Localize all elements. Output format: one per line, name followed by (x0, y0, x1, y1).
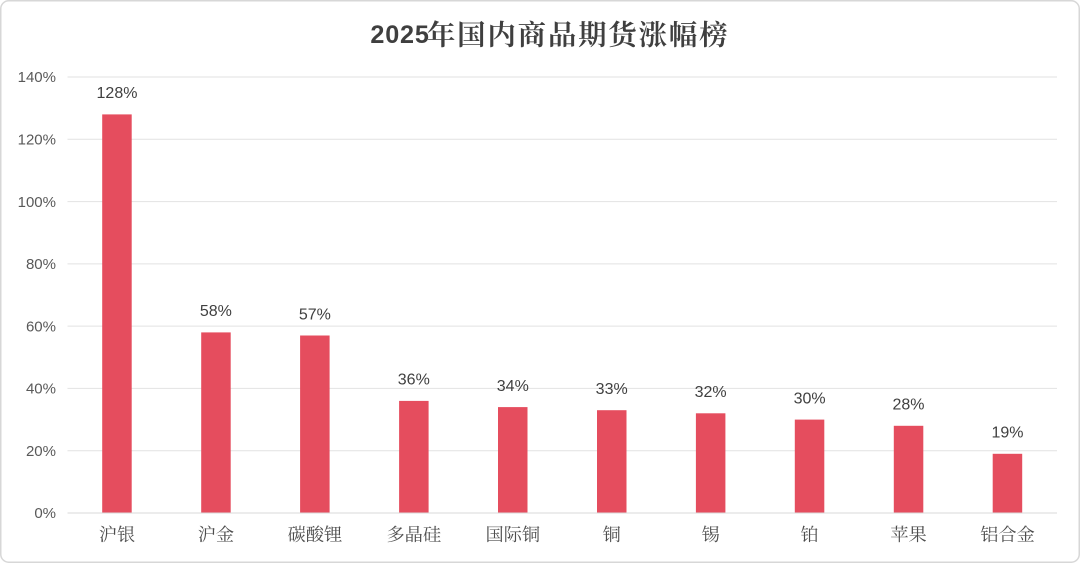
svg-text:28%: 28% (892, 397, 924, 414)
svg-text:20%: 20% (26, 443, 56, 460)
svg-text:36%: 36% (398, 372, 430, 389)
svg-text:128%: 128% (97, 85, 138, 102)
svg-text:57%: 57% (299, 306, 331, 323)
svg-text:100%: 100% (18, 194, 56, 211)
svg-text:120%: 120% (18, 132, 56, 149)
svg-text:34%: 34% (497, 378, 529, 395)
svg-text:80%: 80% (26, 256, 56, 273)
svg-text:2025: 2025 (370, 21, 429, 49)
svg-text:140%: 140% (18, 69, 56, 86)
svg-text:33%: 33% (596, 381, 628, 398)
svg-text:60%: 60% (26, 318, 56, 335)
svg-text:0%: 0% (34, 505, 56, 522)
svg-text:32%: 32% (695, 384, 727, 401)
svg-text:40%: 40% (26, 381, 56, 398)
svg-text:58%: 58% (200, 303, 232, 320)
svg-text:19%: 19% (991, 425, 1023, 442)
svg-text:30%: 30% (794, 390, 826, 407)
